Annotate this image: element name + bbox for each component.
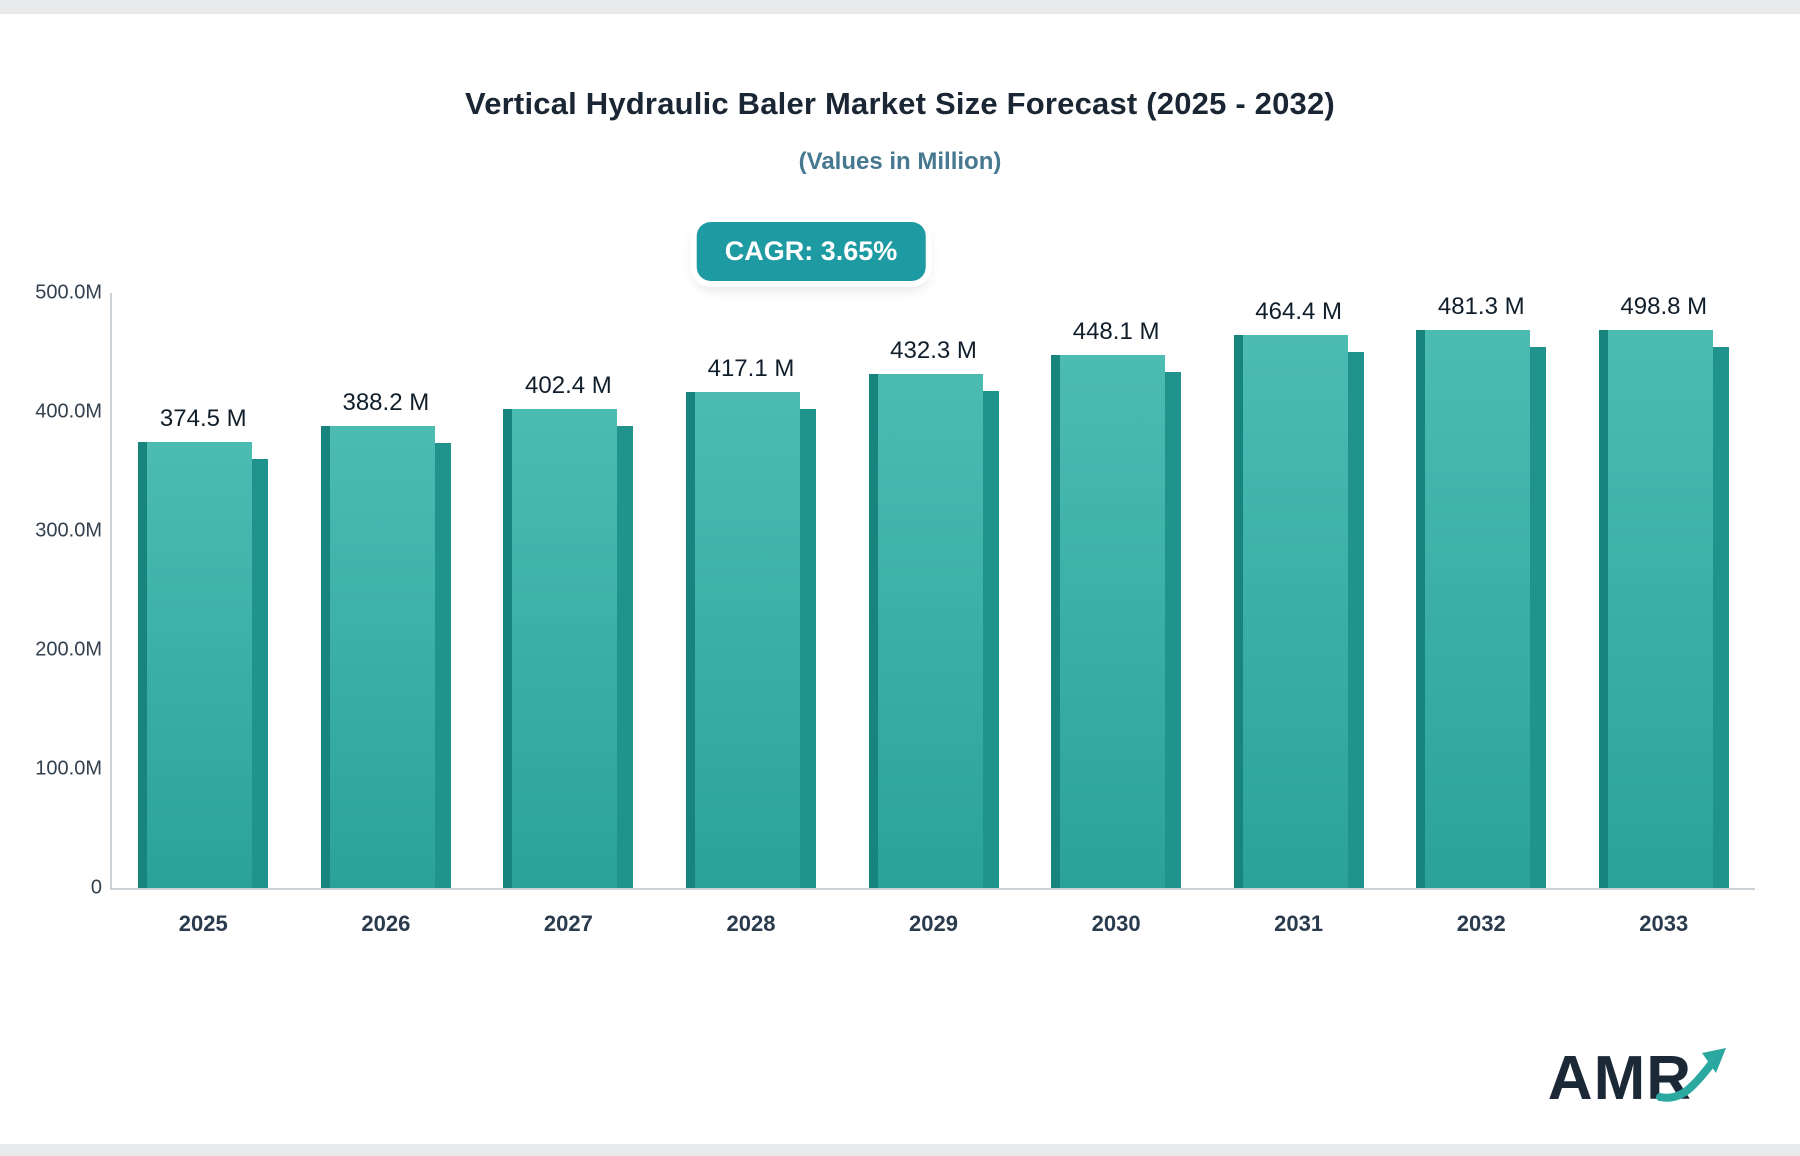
bar-value-label: 388.2 M (342, 389, 430, 417)
bar[interactable] (503, 409, 634, 888)
x-axis-label: 2027 (543, 911, 593, 936)
x-axis-label: 2031 (1274, 911, 1324, 936)
top-strip (0, 0, 1800, 14)
bar[interactable] (138, 442, 269, 888)
y-axis: 500.0M 400.0M 300.0M 200.0M 100.0M 0 (8, 282, 102, 899)
bar-value-label: 417.1 M (707, 354, 795, 382)
bar-group: 432.3 M 2029 (842, 293, 1025, 936)
bottom-strip (0, 1144, 1800, 1156)
y-tick-label: 100.0M (35, 757, 102, 780)
bar-group: 464.4 M 2031 (1207, 293, 1390, 936)
bar-value-label: 448.1 M (1072, 317, 1160, 345)
bar-value-label: 432.3 M (890, 336, 977, 364)
x-axis-label: 2029 (909, 911, 958, 936)
bar-group: 417.1 M 2028 (660, 293, 843, 936)
cagr-badge: CAGR: 3.65% (696, 222, 926, 281)
amr-logo: AMR (1548, 1043, 1728, 1114)
bars: 374.5 M 2025 388.2 M 2026 402.4 M 2027 417.1 M… (112, 293, 1756, 936)
bar-group: 498.8 M 2033 (1573, 293, 1756, 936)
bar[interactable] (320, 426, 451, 888)
y-tick-label: 400.0M (35, 400, 102, 423)
bar[interactable] (1416, 330, 1547, 888)
bar-group: 481.3 M 2032 (1390, 293, 1573, 936)
amr-logo-text: AMR (1547, 1044, 1692, 1113)
bar-value-label: 481.3 M (1437, 293, 1525, 320)
y-tick-label: 300.0M (35, 519, 102, 542)
bar-value-label: 374.5 M (159, 405, 247, 433)
bar[interactable] (1598, 330, 1729, 888)
bar-group: 402.4 M 2027 (477, 293, 660, 936)
plot-area: 500.0M 400.0M 300.0M 200.0M 100.0M 0 374.5 M 2… (35, 282, 1756, 936)
x-axis-label: 2028 (726, 911, 776, 936)
bar-group: 374.5 M 2025 (112, 293, 295, 936)
chart-title: Vertical Hydraulic Baler Market Size For… (465, 86, 1335, 121)
chart-subtitle: (Values in Million) (798, 148, 1002, 175)
x-axis-label: 2030 (1091, 911, 1141, 936)
bar[interactable] (685, 391, 816, 888)
bar-value-label: 498.8 M (1620, 293, 1708, 320)
bar[interactable] (1051, 354, 1182, 888)
bar-group: 388.2 M 2026 (295, 293, 478, 936)
bar-value-label: 464.4 M (1255, 298, 1343, 326)
bar[interactable] (868, 373, 999, 888)
bar-value-label: 402.4 M (525, 372, 612, 400)
bar-group: 448.1 M 2030 (1025, 293, 1208, 936)
growth-arrow-icon (1656, 1047, 1726, 1102)
x-axis-label: 2026 (361, 911, 411, 936)
x-axis-label: 2032 (1456, 911, 1506, 936)
y-tick-label: 0 (90, 876, 102, 899)
y-tick-label: 200.0M (35, 638, 102, 661)
y-tick-label: 500.0M (35, 281, 102, 304)
x-axis-label: 2033 (1639, 911, 1689, 936)
bar[interactable] (1233, 335, 1364, 888)
x-axis-label: 2025 (178, 911, 228, 936)
